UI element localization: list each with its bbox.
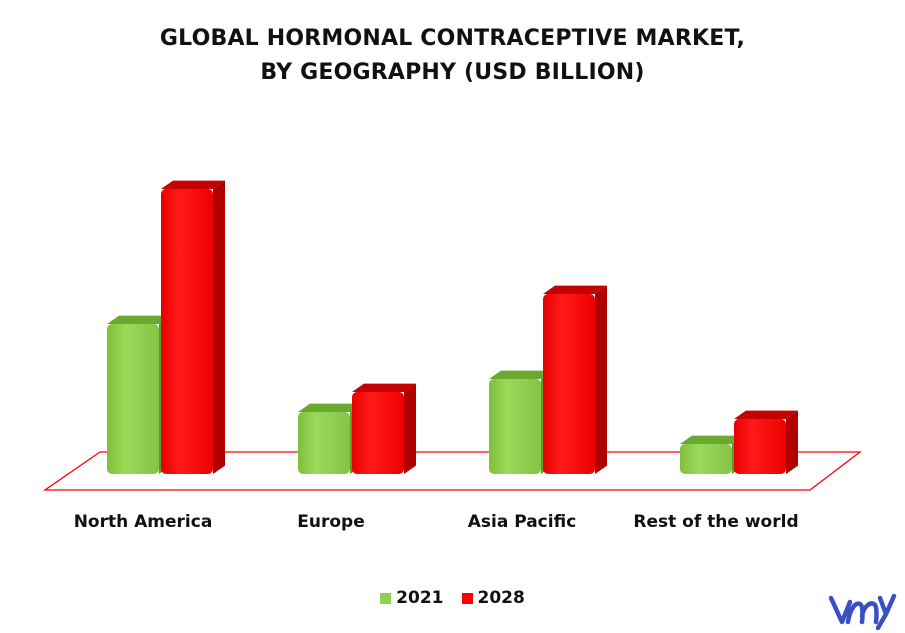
bars-group (107, 180, 798, 474)
x-tick-label: Rest of the world (633, 512, 798, 532)
legend-swatch-2028 (461, 592, 473, 604)
x-tick-label: Europe (297, 512, 364, 532)
legend-item-2028: 2028 (461, 588, 525, 608)
legend: 2021 2028 (0, 588, 905, 608)
bar-2028-rest-of-the-world (734, 410, 798, 474)
x-tick-label: North America (74, 512, 213, 532)
bar-2028-asia-pacific (543, 285, 607, 474)
legend-swatch-2021 (380, 592, 392, 604)
legend-label-2021: 2021 (396, 588, 444, 608)
chart-title: GLOBAL HORMONAL CONTRACEPTIVE MARKET, BY… (0, 22, 905, 90)
vmr-logo-icon (828, 593, 897, 630)
legend-item-2021: 2021 (380, 588, 444, 608)
bar-2028-europe (352, 383, 416, 474)
chart-title-line-2: BY GEOGRAPHY (USD BILLION) (260, 60, 645, 85)
x-axis-labels: North America Europe Asia Pacific Rest of t… (74, 512, 799, 532)
chart-title-line-1: GLOBAL HORMONAL CONTRACEPTIVE MARKET, (159, 26, 746, 51)
x-tick-label: Asia Pacific (468, 512, 577, 532)
bar-2028-north-america (161, 180, 225, 474)
legend-label-2028: 2028 (477, 588, 525, 608)
